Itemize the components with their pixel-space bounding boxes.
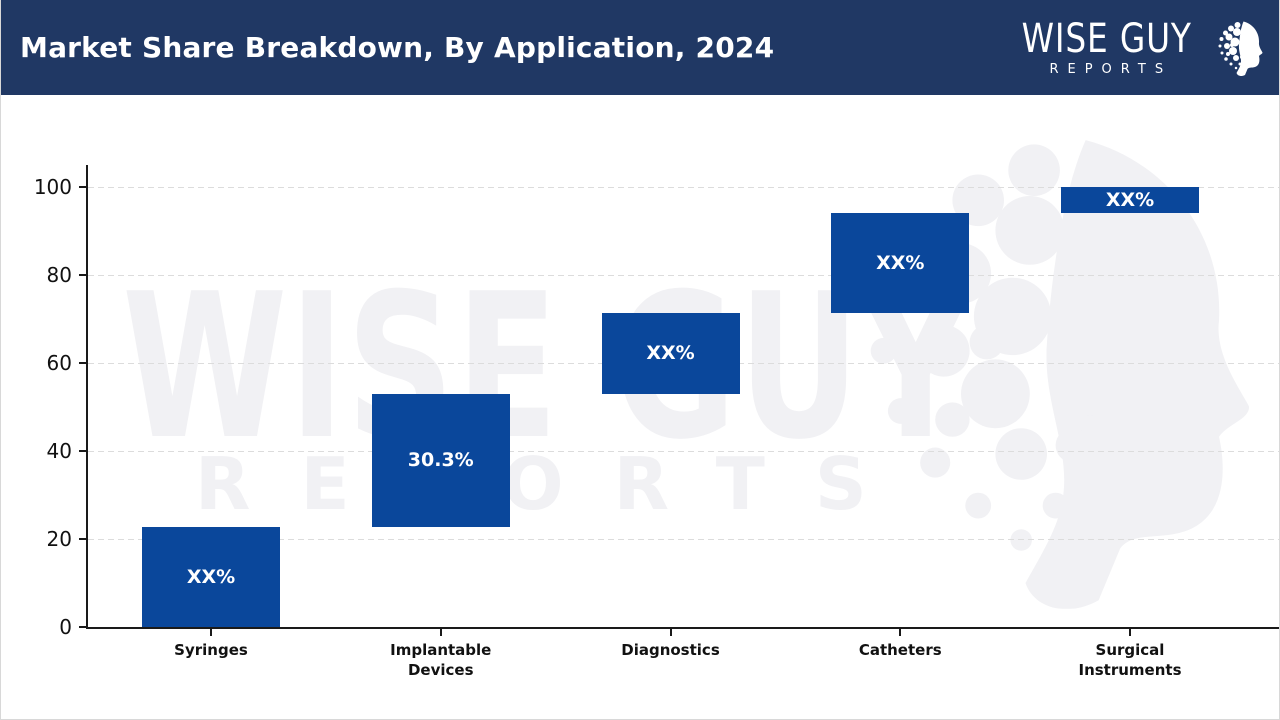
logo-text-wiseguy: WISE GUY [1021,16,1192,62]
y-tick-20 [79,538,87,540]
x-tick-0 [210,629,212,636]
y-tick-0 [79,626,87,628]
bar-catheters: XX% [831,212,970,313]
y-tick-label-100: 100 [33,175,72,199]
y-tick-100 [79,186,87,188]
y-tick-label-80: 80 [46,263,72,287]
wiseguy-head-icon [1214,10,1264,86]
x-category-label-2: Diagnostics [621,641,720,659]
y-tick-60 [79,362,87,364]
gridline-100 [88,187,1279,188]
gridline-20 [88,539,1279,540]
bar-surgical-instruments: XX% [1061,187,1199,213]
y-tick-label-60: 60 [46,351,72,375]
logo-wordmark: WISE GUY REPORTS [1003,19,1210,77]
bar-value-label: 30.3% [407,449,474,472]
y-tick-80 [79,274,87,276]
x-category-label-4: Surgical Instruments [1078,641,1182,679]
x-tick-3 [899,629,902,636]
wiseguy-logo: WISE GUY REPORTS [1003,7,1264,89]
x-category-label-0: Syringes [174,641,248,659]
x-category-label-1: Implantable Devices [390,641,492,679]
y-tick-label-20: 20 [46,527,72,551]
x-tick-2 [669,629,672,636]
y-tick-label-40: 40 [46,439,72,463]
bar-value-label: XX% [646,342,695,365]
y-axis-spine [86,165,88,629]
x-category-label-3: Catheters [858,641,942,659]
watermark-wiseguy: WISE GUY [122,251,972,484]
watermark-reports: REPORTS [195,442,917,526]
x-axis-spine [86,627,1280,629]
bar-syringes: XX% [142,527,280,627]
logo-text-reports: REPORTS [1049,62,1173,77]
gridline-40 [88,451,1279,452]
bar-value-label: XX% [186,566,236,589]
bar-diagnostics: XX% [601,312,740,394]
y-tick-40 [79,450,87,452]
bar-value-label: XX% [876,251,925,274]
x-tick-4 [1129,629,1131,636]
bar-implantable-devices: 30.3% [371,393,510,528]
bar-value-label: XX% [1105,188,1155,211]
header-bar: Market Share Breakdown, By Application, … [0,0,1280,95]
gridline-80 [88,275,1279,276]
y-tick-label-0: 0 [59,615,72,639]
x-tick-1 [439,629,442,636]
page-title: Market Share Breakdown, By Application, … [20,31,775,64]
